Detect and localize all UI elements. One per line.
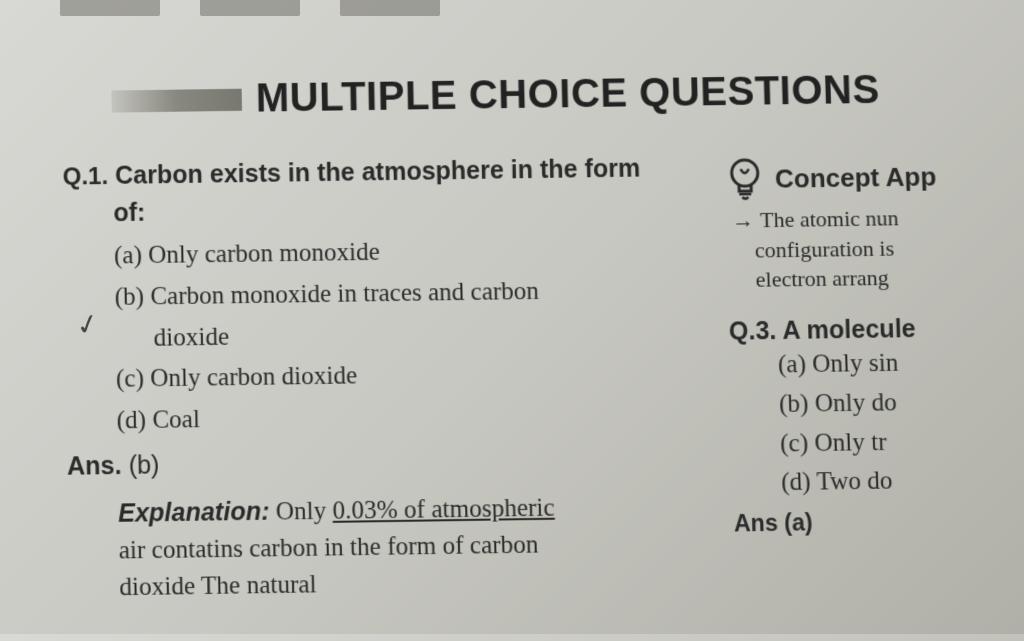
q3-options: (a) Only sin (b) Only do (c) Only tr (d)… xyxy=(778,343,1024,504)
lightbulb-icon xyxy=(724,157,765,202)
q1-option-d: (d) Coal xyxy=(116,394,711,442)
page-surface: MULTIPLE CHOICE QUESTIONS Q.1. Carbon ex… xyxy=(0,0,1024,641)
q1-stem-line1: Carbon exists in the atmosphere in the f… xyxy=(115,154,641,190)
q1-label: Q.1. xyxy=(62,163,108,191)
concept-line2: configuration is xyxy=(754,231,1024,265)
q1-expl-line3: dioxide The natural xyxy=(119,562,716,607)
concept-line3: electron arrang xyxy=(755,261,1024,295)
q1-stem-line2: of: xyxy=(113,186,706,231)
concept-body: →The atomic nun configuration is electro… xyxy=(732,201,1024,295)
q1-expl-underlined: 0.03% of atmospheric xyxy=(332,494,555,525)
q1-option-c: (c) Only carbon dioxide xyxy=(116,352,711,400)
q3-option-d: (d) Two do xyxy=(781,460,1024,503)
q1-answer-value: (b) xyxy=(128,451,159,480)
q1-answer-label: Ans. xyxy=(67,451,122,480)
concept-header: Concept App xyxy=(724,153,1024,202)
q3-block: Q.3. A molecule (a) Only sin (b) Only do… xyxy=(728,313,1024,537)
q1-expl-rest1: Only xyxy=(269,497,333,525)
q1-option-a: (a) Only carbon monoxide xyxy=(114,229,707,276)
arrow-icon: → xyxy=(732,207,755,232)
right-column: Concept App →The atomic nun configuratio… xyxy=(724,145,1024,598)
q3-option-a: (a) Only sin xyxy=(778,343,1024,386)
q1-answer: Ans. (b) xyxy=(67,443,713,482)
q1-options: (a) Only carbon monoxide (b) Carbon mono… xyxy=(114,229,712,441)
q1-explanation: Explanation: Only 0.03% of atmospheric a… xyxy=(118,487,716,607)
q3-option-c: (c) Only tr xyxy=(780,421,1024,464)
q1-option-b-cont: dioxide xyxy=(153,311,709,358)
q1-stem: Q.1. Carbon exists in the atmosphere in … xyxy=(62,150,706,232)
section-title: MULTIPLE CHOICE QUESTIONS xyxy=(255,68,880,122)
concept-title: Concept App xyxy=(775,161,937,194)
q3-label: Q.3. xyxy=(728,317,776,346)
q3-option-b: (b) Only do xyxy=(779,382,1024,425)
q3-stem: Q.3. A molecule xyxy=(728,313,1024,347)
q3-stem-text: A molecule xyxy=(782,315,916,345)
concept-line1: The atomic nun xyxy=(760,205,899,232)
header-accent-bar xyxy=(111,88,242,112)
q1-option-b: (b) Carbon monoxide in traces and carbon xyxy=(114,270,708,317)
section-header: MULTIPLE CHOICE QUESTIONS xyxy=(111,66,1024,124)
q3-answer: Ans (a) xyxy=(734,506,1024,538)
q1-explanation-label: Explanation: xyxy=(118,497,270,528)
left-column: Q.1. Carbon exists in the atmosphere in … xyxy=(62,149,736,607)
content-columns: Q.1. Carbon exists in the atmosphere in … xyxy=(62,145,1024,608)
